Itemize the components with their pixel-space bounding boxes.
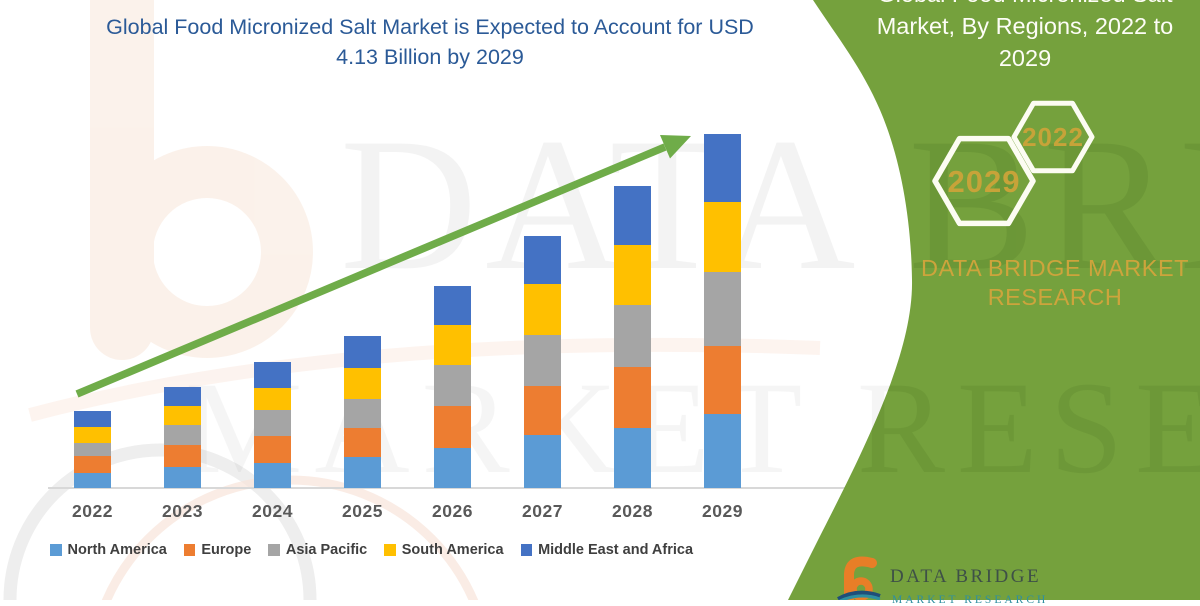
legend: North America Europe Asia Pacific South Ame… <box>50 542 693 558</box>
bar-segment-2022-asia-pacific <box>74 442 111 457</box>
bar-segment-2022-north-america <box>74 472 111 488</box>
bar-segment-2025-europe <box>344 428 381 458</box>
bar-segment-2023-asia-pacific <box>164 425 201 446</box>
bar-segment-2027-europe <box>524 386 561 435</box>
bar-segment-2022-middle-east-and-africa <box>74 410 111 428</box>
bar-segment-2026-north-america <box>434 447 471 488</box>
bar-segment-2029-europe <box>704 345 741 415</box>
bar-2027 <box>524 236 561 488</box>
bar-2022 <box>74 410 111 488</box>
bar-segment-2029-asia-pacific <box>704 272 741 346</box>
footer-logo-subtitle: MARKET RESEARCH <box>892 594 1049 606</box>
bar-2024 <box>254 362 291 488</box>
legend-item-asia-pacific: Asia Pacific <box>268 542 367 558</box>
bar-2023 <box>164 386 201 488</box>
bar-segment-2027-asia-pacific <box>524 334 561 387</box>
bar-segment-2022-europe <box>74 456 111 473</box>
bar-segment-2025-asia-pacific <box>344 398 381 429</box>
x-axis-label-2027: 2027 <box>522 501 563 521</box>
side-panel-heading: Global Food Micronized Salt Market, By R… <box>850 0 1200 74</box>
bar-segment-2028-europe <box>614 367 651 429</box>
legend-label: South America <box>401 542 504 558</box>
side-panel-heading-line1: Global Food Micronized Salt <box>850 0 1200 10</box>
legend-label: North America <box>67 542 167 558</box>
hexagon-year-2022: 2022 <box>1022 122 1084 152</box>
legend-item-europe: Europe <box>183 542 252 558</box>
bar-segment-2025-middle-east-and-africa <box>344 336 381 369</box>
data-bridge-b-icon <box>837 556 881 600</box>
footer-logo: DATA BRIDGE MARKET RESEARCH <box>836 556 1196 606</box>
bar-segment-2023-north-america <box>164 466 201 488</box>
bar-segment-2024-north-america <box>254 463 291 488</box>
bar-segment-2024-asia-pacific <box>254 410 291 436</box>
legend-swatch-icon <box>384 544 396 556</box>
bar-segment-2027-north-america <box>524 434 561 488</box>
x-axis-label-2029: 2029 <box>702 501 743 521</box>
green-panel-shape <box>788 0 1200 600</box>
bar-2029 <box>704 134 741 488</box>
x-axis-line <box>48 487 848 489</box>
bar-segment-2024-europe <box>254 435 291 464</box>
x-axis-label-2024: 2024 <box>252 501 293 521</box>
bar-segment-2023-south-america <box>164 405 201 426</box>
brand-text-line2: RESEARCH <box>987 284 1123 310</box>
brand-text-line1: DATA BRIDGE MARKET <box>921 255 1189 281</box>
legend-label: Middle East and Africa <box>538 542 694 558</box>
legend-swatch-icon <box>50 544 62 556</box>
svg-text:MARKET RESEARCH: MARKET RESEARCH <box>185 354 1200 501</box>
bar-2025 <box>344 336 381 488</box>
bar-segment-2028-middle-east-and-africa <box>614 186 651 245</box>
chart-title: Global Food Micronized Salt Market is Ex… <box>85 12 775 72</box>
x-axis-label-2022: 2022 <box>72 501 113 521</box>
legend-item-north-america: North America <box>50 542 167 558</box>
bar-segment-2028-north-america <box>614 428 651 488</box>
brand-text: DATA BRIDGE MARKET RESEARCH <box>905 254 1200 312</box>
bar-segment-2024-south-america <box>254 387 291 411</box>
chart-title-line1: Global Food Micronized Salt Market is Ex… <box>106 15 754 39</box>
peach-b-watermark <box>28 0 821 422</box>
hexagon-2022 <box>1011 100 1095 174</box>
bar-segment-2026-middle-east-and-africa <box>434 285 471 326</box>
hexagon-year-2029: 2029 <box>947 164 1021 199</box>
bar-segment-2026-europe <box>434 405 471 448</box>
bar-2026 <box>434 285 471 488</box>
bar-segment-2025-south-america <box>344 368 381 399</box>
x-axis-label-2026: 2026 <box>432 501 473 521</box>
bar-2028 <box>614 186 651 488</box>
legend-item-middle-east-and-africa: Middle East and Africa <box>520 542 694 558</box>
legend-item-south-america: South America <box>384 542 504 558</box>
bar-segment-2025-north-america <box>344 457 381 488</box>
chart-title-line2: 4.13 Billion by 2029 <box>336 45 524 69</box>
bar-segment-2028-asia-pacific <box>614 305 651 368</box>
bar-segment-2027-middle-east-and-africa <box>524 236 561 285</box>
bar-segment-2026-south-america <box>434 325 471 366</box>
bar-segment-2029-south-america <box>704 201 741 273</box>
bar-segment-2023-europe <box>164 445 201 467</box>
legend-swatch-icon <box>520 544 533 556</box>
legend-label: Europe <box>201 542 252 558</box>
bar-segment-2027-south-america <box>524 284 561 335</box>
bar-segment-2024-middle-east-and-africa <box>254 362 291 388</box>
bar-segment-2023-middle-east-and-africa <box>164 386 201 406</box>
x-axis-label-2025: 2025 <box>342 501 383 521</box>
legend-swatch-icon <box>183 544 196 556</box>
trend-arrow <box>75 135 691 398</box>
legend-swatch-icon <box>268 544 280 556</box>
x-axis-label-2023: 2023 <box>162 501 203 521</box>
legend-label: Asia Pacific <box>285 542 368 558</box>
bar-segment-2022-south-america <box>74 427 111 443</box>
bar-segment-2026-asia-pacific <box>434 365 471 406</box>
bar-segment-2028-south-america <box>614 244 651 306</box>
bar-segment-2029-middle-east-and-africa <box>704 134 741 202</box>
side-panel-heading-line2: Market, By Regions, 2022 to 2029 <box>876 13 1174 71</box>
hexagon-2029 <box>932 135 1036 227</box>
footer-logo-name: DATA BRIDGE <box>890 566 1042 587</box>
bar-segment-2029-north-america <box>704 414 741 488</box>
x-axis-label-2028: 2028 <box>612 501 653 521</box>
